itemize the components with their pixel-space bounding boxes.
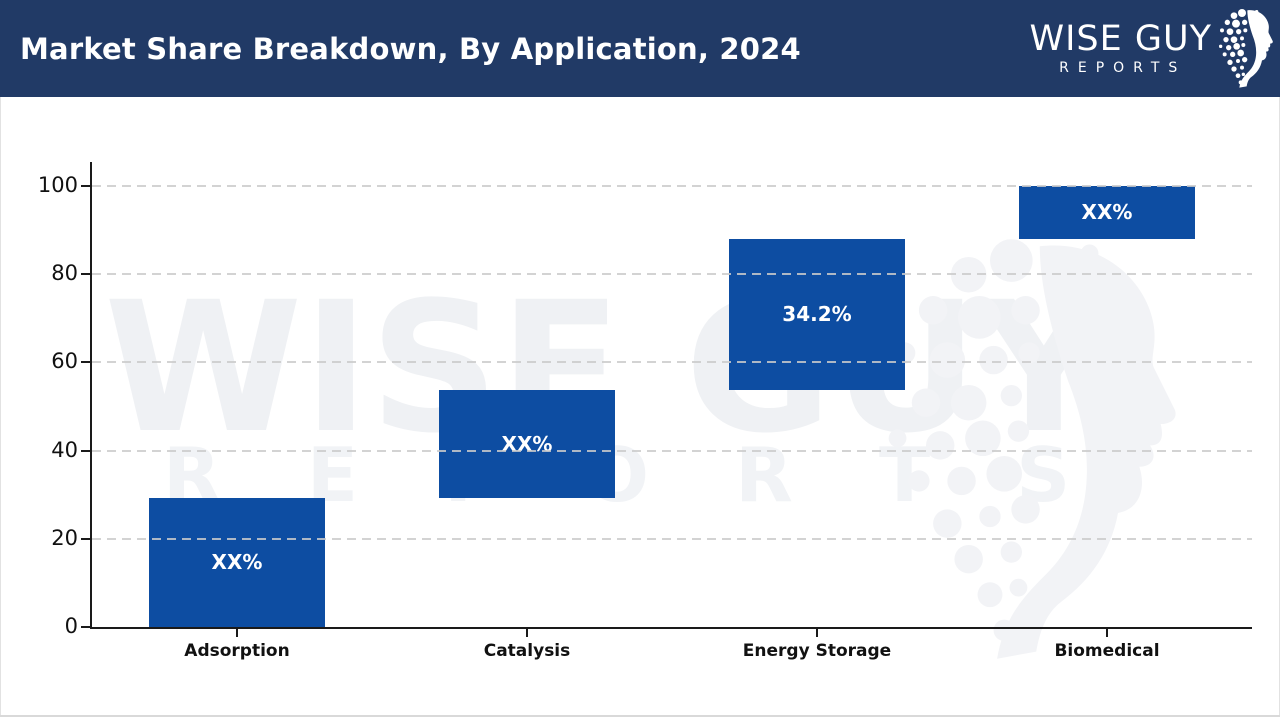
y-tick-mark [81, 626, 90, 628]
category-label: Energy Storage [742, 641, 892, 661]
header: Market Share Breakdown, By Application, … [0, 0, 1280, 97]
category-label: Biomedical [1054, 641, 1160, 661]
y-tick-mark [81, 185, 90, 187]
bar-value-label: XX% [211, 550, 263, 575]
y-tick-label: 80 [51, 261, 78, 286]
gridline-80 [92, 273, 1252, 276]
bar-catalysis: XX% [439, 389, 615, 498]
gridline-60 [92, 361, 1252, 364]
y-tick-mark [81, 537, 90, 540]
y-tick-label: 100 [37, 173, 78, 197]
y-tick-label: 40 [51, 437, 78, 462]
page-title: Market Share Breakdown, By Application, … [20, 31, 801, 66]
x-tick-mark [816, 629, 818, 637]
bottom-border [0, 715, 1280, 717]
chart-area: WISE GUY R E P O R T S 0 20 40 60 80 100 XX% Ad… [0, 97, 1280, 717]
category-label: Catalysis [483, 641, 571, 661]
left-border [0, 97, 1, 717]
logo-text: WISE GUY REPORTS [1029, 18, 1212, 77]
y-tick-label: 0 [64, 614, 78, 638]
y-tick-label: 20 [51, 525, 78, 550]
logo-sub: REPORTS [1059, 60, 1187, 77]
wiseguy-logo: WISE GUY REPORTS [1029, 0, 1274, 97]
x-tick-mark [236, 629, 238, 637]
bar-value-label: 34.2% [782, 302, 852, 327]
bar-energy-storage: 34.2% [729, 238, 905, 390]
category-label: Adsorption [184, 641, 290, 661]
x-tick-mark [1106, 629, 1108, 637]
x-tick-mark [526, 629, 528, 637]
y-tick-mark [81, 273, 90, 276]
plot-area: 0 20 40 60 80 100 XX% Adsorption XX% Catalysis 34.… [38, 162, 1252, 661]
bar-value-label: XX% [501, 431, 553, 456]
gridline-40 [92, 449, 1252, 452]
wiseguy-head-icon [1214, 8, 1274, 90]
logo-name: WISE GUY [1029, 18, 1212, 59]
bar-adsorption: XX% [149, 497, 325, 627]
y-tick-label: 60 [51, 349, 78, 374]
bar-value-label: XX% [1081, 200, 1133, 225]
y-tick-mark [81, 449, 90, 452]
bar-biomedical: XX% [1019, 186, 1195, 239]
y-tick-mark [81, 361, 90, 364]
